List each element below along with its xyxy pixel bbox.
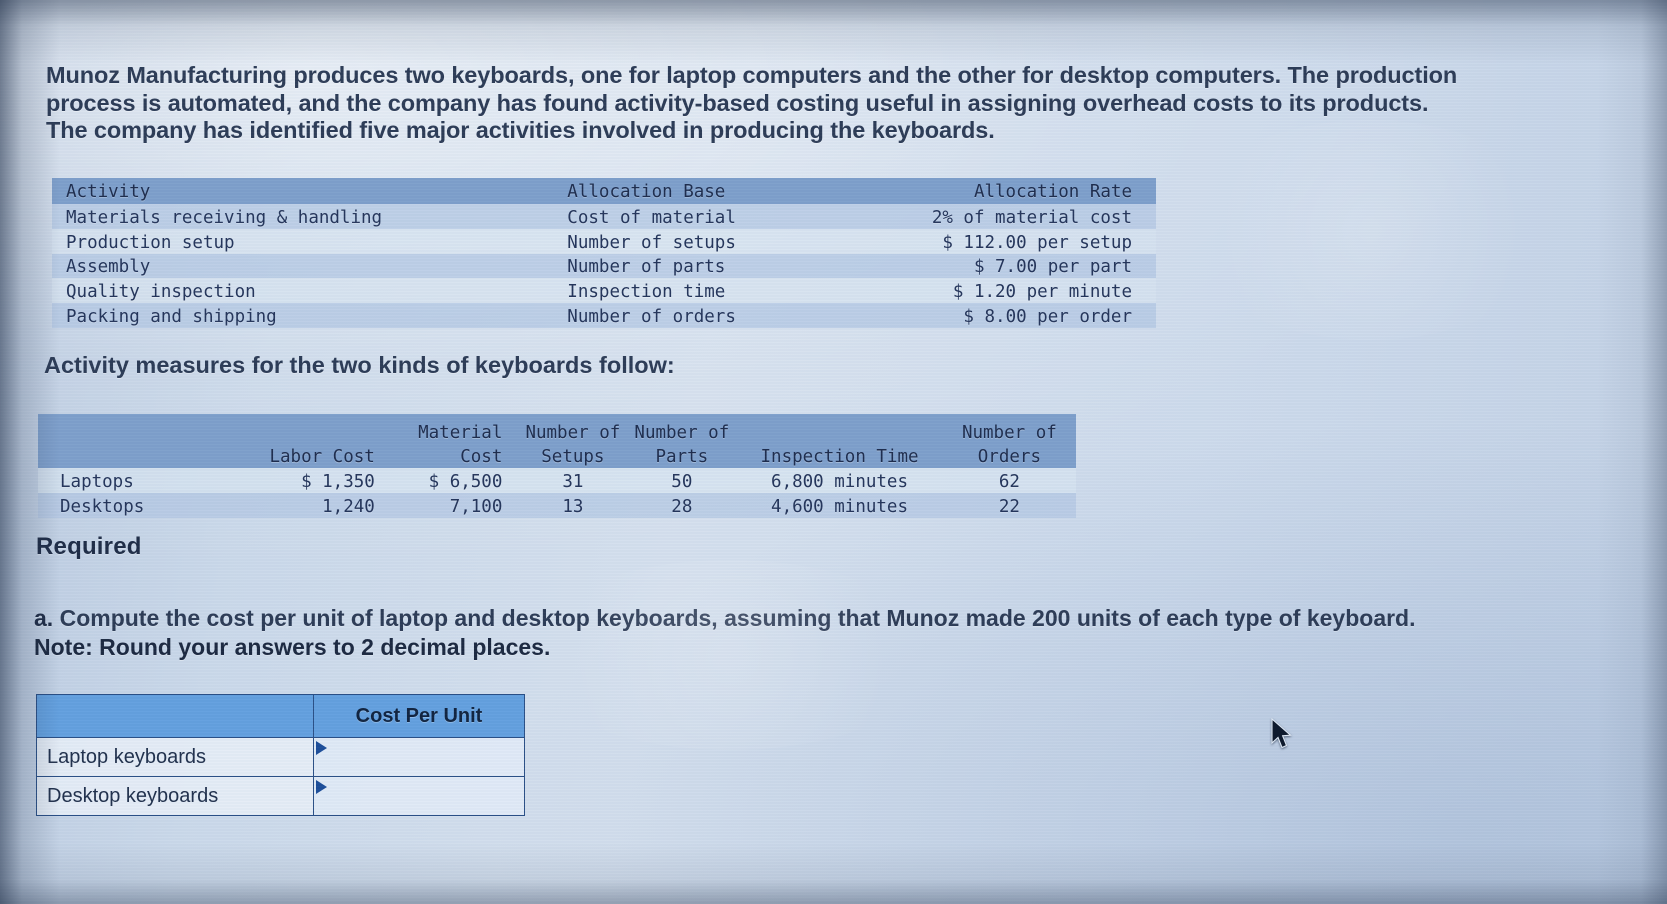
intro-paragraph: Munoz Manufacturing produces two keyboar… bbox=[46, 62, 1458, 143]
cell-product: Desktops bbox=[38, 493, 249, 518]
col-allocation-base: Allocation Base bbox=[567, 178, 857, 204]
answer-header-cost-per-unit: Cost Per Unit bbox=[313, 694, 525, 738]
cell-labor-cost: $ 1,350 bbox=[248, 468, 385, 493]
cell-base: Number of setups bbox=[567, 228, 857, 254]
table-row: Packing and shipping Number of orders $ … bbox=[52, 303, 1156, 328]
col-allocation-rate: Allocation Rate bbox=[856, 178, 1156, 204]
col-blank-top bbox=[38, 414, 249, 444]
table-row: Quality inspection Inspection time $ 1.2… bbox=[52, 278, 1156, 304]
cell-parts: 28 bbox=[627, 493, 737, 518]
table-row: Production setup Number of setups $ 112.… bbox=[52, 228, 1156, 254]
answer-label-desktop: Desktop keyboards bbox=[36, 776, 314, 816]
cell-base: Number of parts bbox=[567, 253, 857, 279]
table-row: Desktops 1,240 7,100 13 28 4,600 minutes… bbox=[38, 493, 1076, 518]
cell-inspection: 6,800 minutes bbox=[736, 468, 943, 493]
question-block: a. Compute the cost per unit of laptop a… bbox=[34, 604, 1454, 662]
cell-material: 7,100 bbox=[384, 493, 519, 518]
cell-product: Laptops bbox=[38, 468, 249, 493]
mouse-pointer-icon bbox=[1271, 718, 1292, 749]
answer-row-desktop: Desktop keyboards bbox=[36, 776, 525, 816]
table-header-row: Activity Allocation Base Allocation Rate bbox=[52, 178, 1156, 204]
cell-material: $ 6,500 bbox=[384, 468, 519, 493]
question-text: Compute the cost per unit of laptop and … bbox=[59, 605, 1416, 631]
cell-rate: $ 1.20 per minute bbox=[856, 278, 1156, 304]
cell-activity: Production setup bbox=[52, 228, 568, 254]
answer-header-row: Cost Per Unit bbox=[36, 694, 525, 738]
question-note: Note: Round your answers to 2 decimal pl… bbox=[34, 634, 551, 660]
cell-rate: $ 112.00 per setup bbox=[856, 228, 1156, 254]
col-parts: Parts bbox=[627, 444, 737, 468]
question-letter: a. bbox=[34, 605, 54, 631]
cell-activity: Materials receiving & handling bbox=[52, 204, 568, 229]
table-header-row-top: Material Number of Number of Number of bbox=[38, 414, 1076, 444]
col-activity: Activity bbox=[52, 178, 568, 204]
col-blank bbox=[38, 444, 249, 468]
table-row: Materials receiving & handling Cost of m… bbox=[52, 204, 1156, 229]
activity-allocation-table: Activity Allocation Base Allocation Rate… bbox=[52, 178, 1156, 328]
cell-setups: 13 bbox=[518, 493, 628, 518]
measures-lead-text: Activity measures for the two kinds of k… bbox=[44, 352, 675, 378]
cell-orders: 22 bbox=[942, 493, 1076, 518]
cell-parts: 50 bbox=[627, 468, 737, 493]
col-setups: Setups bbox=[518, 444, 628, 468]
cell-base: Inspection time bbox=[567, 278, 857, 304]
answer-label-laptop: Laptop keyboards bbox=[36, 737, 314, 777]
cell-labor-cost: 1,240 bbox=[248, 493, 385, 518]
col-labor: Labor Cost bbox=[248, 444, 385, 468]
cell-setups: 31 bbox=[518, 468, 628, 493]
table-header-row-bottom: Labor Cost Cost Setups Parts Inspection … bbox=[38, 444, 1076, 468]
cell-rate: $ 7.00 per part bbox=[856, 253, 1156, 279]
table-row: Assembly Number of parts $ 7.00 per part bbox=[52, 253, 1156, 279]
required-heading: Required bbox=[36, 533, 142, 560]
col-inspection: Inspection Time bbox=[736, 444, 943, 468]
col-material: Cost bbox=[384, 444, 519, 468]
cell-activity: Assembly bbox=[52, 253, 568, 279]
col-inspection-top bbox=[736, 414, 943, 444]
answer-header-blank bbox=[36, 694, 314, 738]
cell-orders: 62 bbox=[942, 468, 1076, 493]
col-setups-top: Number of bbox=[518, 414, 628, 444]
cell-base: Number of orders bbox=[567, 303, 857, 328]
activity-measures-table: Material Number of Number of Number of L… bbox=[38, 414, 1076, 518]
cell-marker-icon bbox=[316, 780, 327, 794]
answer-row-laptop: Laptop keyboards bbox=[36, 737, 525, 777]
col-orders-top: Number of bbox=[942, 414, 1076, 444]
cell-activity: Packing and shipping bbox=[52, 303, 568, 328]
answer-input-desktop[interactable] bbox=[313, 776, 525, 816]
col-material-top: Material bbox=[384, 414, 519, 444]
answer-input-table: Cost Per Unit Laptop keyboards Desktop k… bbox=[36, 694, 525, 816]
cell-marker-icon bbox=[316, 741, 327, 755]
col-orders: Orders bbox=[942, 444, 1076, 468]
cell-inspection: 4,600 minutes bbox=[736, 493, 943, 518]
cell-rate: 2% of material cost bbox=[856, 204, 1156, 229]
cell-base: Cost of material bbox=[567, 204, 857, 229]
col-parts-top: Number of bbox=[627, 414, 737, 444]
cell-activity: Quality inspection bbox=[52, 278, 568, 304]
table-row: Laptops $ 1,350 $ 6,500 31 50 6,800 minu… bbox=[38, 468, 1076, 493]
col-labor-top bbox=[248, 414, 385, 444]
cell-rate: $ 8.00 per order bbox=[856, 303, 1156, 328]
answer-input-laptop[interactable] bbox=[313, 737, 525, 777]
